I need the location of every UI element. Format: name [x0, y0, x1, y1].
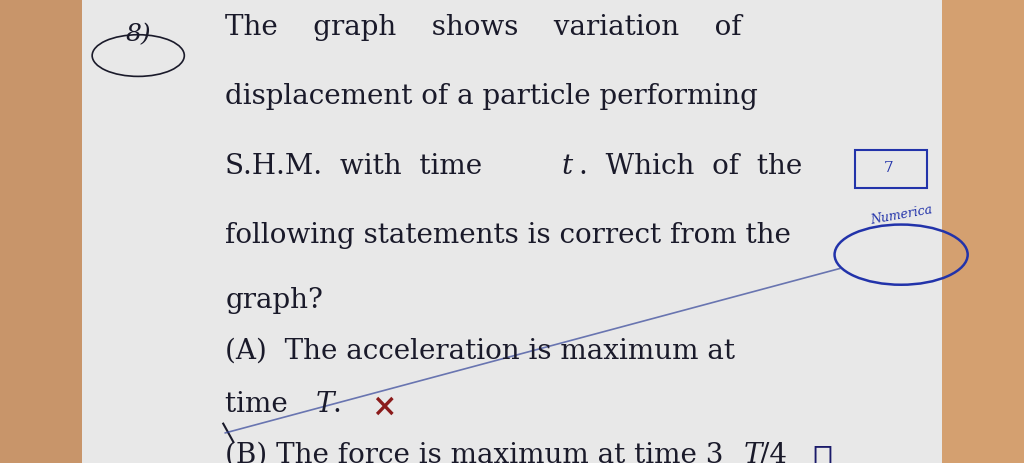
Text: time: time	[225, 391, 297, 418]
Text: The    graph    shows    variation    of: The graph shows variation of	[225, 14, 742, 41]
Text: graph?: graph?	[225, 287, 324, 314]
Text: .  Which  of  the: . Which of the	[579, 153, 802, 180]
Text: displacement of a particle performing: displacement of a particle performing	[225, 83, 758, 110]
Text: following statements is correct from the: following statements is correct from the	[225, 222, 792, 249]
Text: Numerica: Numerica	[869, 204, 933, 227]
Text: t: t	[561, 153, 572, 180]
Text: (B) The force is maximum at time 3: (B) The force is maximum at time 3	[225, 442, 724, 463]
Text: 7: 7	[884, 161, 894, 175]
Text: (A)  The acceleration is maximum at: (A) The acceleration is maximum at	[225, 338, 735, 365]
Text: T: T	[315, 391, 334, 418]
Text: 8): 8)	[125, 23, 152, 46]
Text: .: .	[333, 391, 359, 418]
Text: S.H.M.  with  time: S.H.M. with time	[225, 153, 500, 180]
Text: /4: /4	[760, 442, 786, 463]
Text: ✓: ✓	[812, 442, 833, 463]
Text: ×: ×	[371, 391, 396, 422]
Text: T: T	[743, 442, 762, 463]
Bar	[942, 0, 1024, 463]
Bar	[0, 0, 82, 463]
